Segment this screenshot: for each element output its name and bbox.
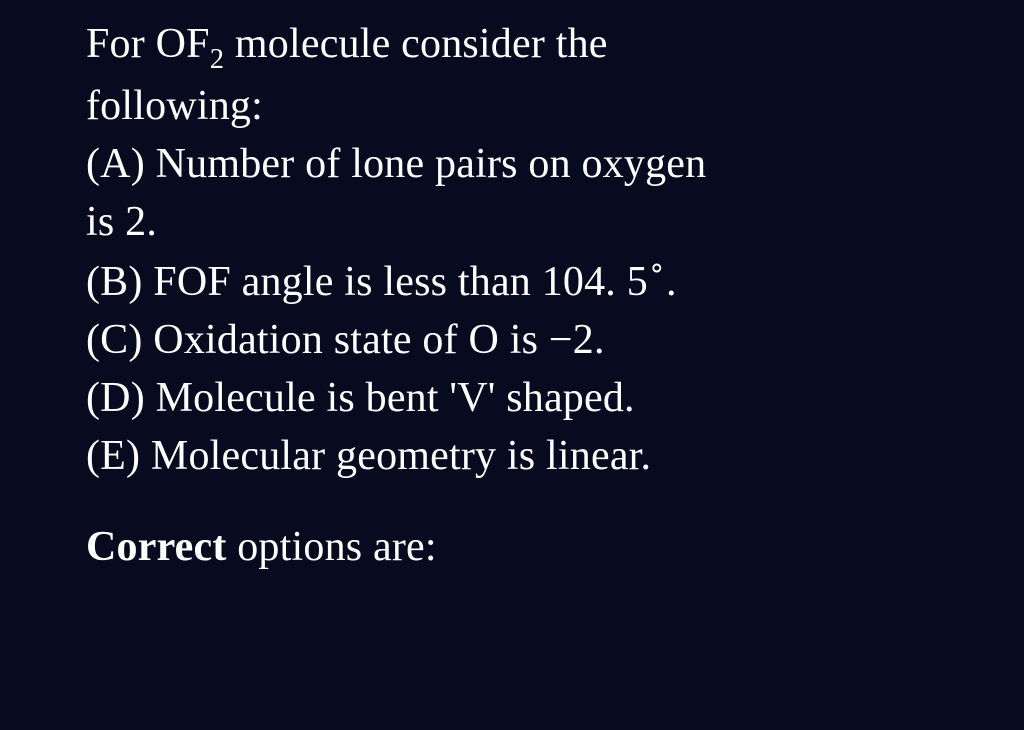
- intro-subscript: 2: [210, 44, 224, 75]
- option-b-part1: (B) FOF angle is less than 104. 5: [86, 259, 648, 305]
- option-b-part2: .: [666, 259, 677, 305]
- option-a-line-1: (A) Number of lone pairs on oxygen: [86, 136, 1014, 194]
- intro-part1: For OF: [86, 21, 210, 67]
- question-block: For OF2 molecule consider the following:…: [0, 0, 1024, 587]
- spacer: [86, 485, 1014, 519]
- intro-line-1: For OF2 molecule consider the: [86, 16, 1014, 78]
- intro-line-2: following:: [86, 78, 1014, 136]
- footer-bold: Correct: [86, 524, 227, 570]
- intro-part2: molecule consider the: [224, 21, 607, 67]
- option-b: (B) FOF angle is less than 104. 5∘.: [86, 252, 1014, 312]
- option-c: (C) Oxidation state of O is −2.: [86, 312, 1014, 370]
- option-b-degree: ∘: [648, 253, 666, 284]
- option-d: (D) Molecule is bent 'V' shaped.: [86, 370, 1014, 428]
- footer-rest: options are:: [227, 524, 437, 570]
- footer-line: Correct options are:: [86, 519, 1014, 577]
- option-a-line-2: is 2.: [86, 194, 1014, 252]
- option-e: (E) Molecular geometry is linear.: [86, 428, 1014, 486]
